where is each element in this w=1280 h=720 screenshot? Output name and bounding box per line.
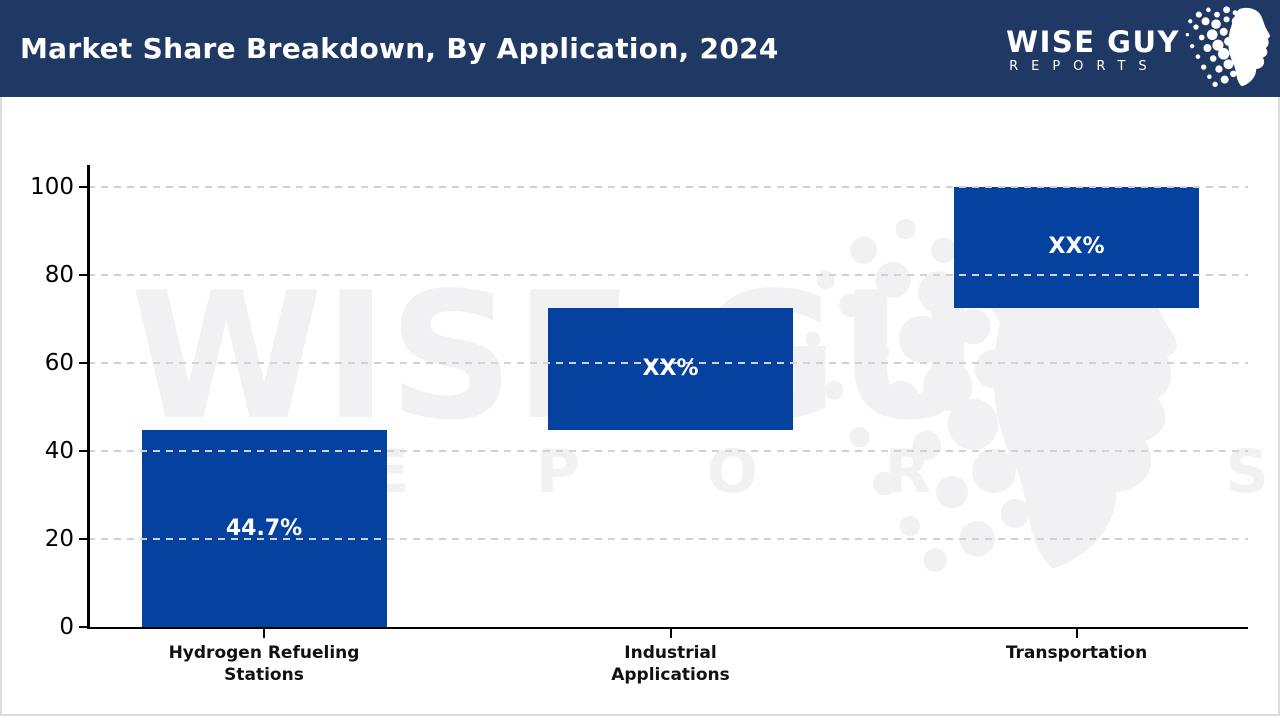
y-tick-label: 80	[44, 262, 74, 288]
x-tick-label-line: Stations	[224, 665, 304, 685]
x-tick-label-line: Hydrogen Refueling	[168, 643, 360, 663]
y-tick-mark	[79, 362, 88, 364]
logo-subtext: REPORTS	[1009, 59, 1160, 75]
wise-guy-logo: WISE GUY REPORTS	[1006, 0, 1274, 97]
chart-title: Market Share Breakdown, By Application, …	[20, 32, 779, 65]
page-border-bottom	[0, 714, 1280, 716]
header: Market Share Breakdown, By Application, …	[0, 0, 1280, 97]
page-border-right	[1278, 97, 1280, 715]
y-axis-line	[87, 165, 90, 629]
x-tick-mark	[669, 629, 672, 638]
bar-value-label: 44.7%	[225, 515, 303, 541]
logo-wordmark: WISE GUY	[1006, 24, 1180, 59]
x-tick-mark	[263, 629, 265, 638]
x-tick-label: Transportation	[937, 642, 1217, 664]
logo-text: WISE GUY REPORTS	[1006, 24, 1180, 75]
y-tick-mark	[79, 538, 88, 540]
y-tick-label: 100	[30, 174, 74, 200]
logo-face-icon	[1185, 5, 1270, 87]
y-tick-mark	[79, 274, 88, 276]
gridline-100	[88, 186, 1248, 188]
bar-value-label: XX%	[1048, 234, 1105, 260]
x-tick-mark	[1075, 629, 1078, 638]
y-tick-mark	[79, 186, 88, 188]
gridline-20	[88, 538, 1248, 540]
bar-segment	[548, 307, 793, 431]
x-tick-label: Industrial Applications	[531, 642, 811, 686]
y-tick-label: 40	[44, 438, 74, 464]
x-tick-label-line: Applications	[611, 665, 730, 685]
y-tick-mark	[79, 626, 88, 628]
x-tick-label-line: Industrial	[624, 643, 717, 663]
y-tick-label: 20	[44, 526, 74, 552]
x-tick-label: Hydrogen Refueling Stations	[124, 642, 404, 686]
gridline-60	[88, 362, 1248, 364]
page-border-left	[0, 97, 2, 715]
bar-value-label: XX%	[642, 355, 699, 381]
gridline-80	[88, 274, 1248, 276]
y-tick-label: 0	[59, 614, 74, 640]
y-tick-mark	[79, 450, 88, 452]
x-tick-label-line: Transportation	[1005, 643, 1148, 663]
gridline-40	[88, 450, 1248, 452]
y-tick-label: 60	[44, 350, 74, 376]
bar-segment	[141, 430, 387, 627]
x-axis-line	[87, 626, 1248, 629]
